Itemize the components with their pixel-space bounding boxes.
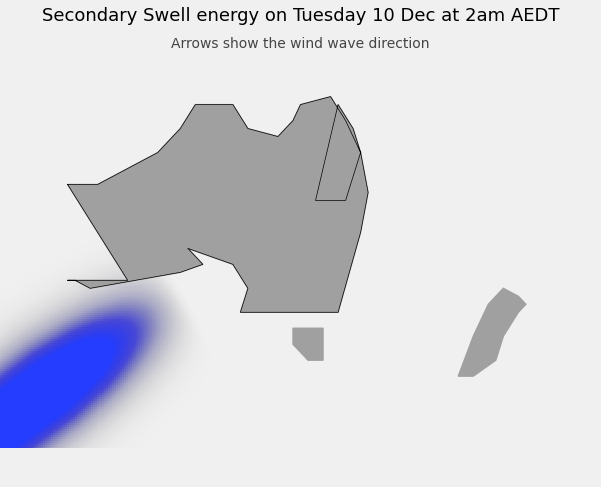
Polygon shape xyxy=(293,328,323,360)
Polygon shape xyxy=(68,96,368,312)
Text: Arrows show the wind wave direction: Arrows show the wind wave direction xyxy=(171,37,430,51)
Text: Secondary Swell energy on Tuesday 10 Dec at 2am AEDT: Secondary Swell energy on Tuesday 10 Dec… xyxy=(41,7,560,25)
Polygon shape xyxy=(459,288,526,376)
